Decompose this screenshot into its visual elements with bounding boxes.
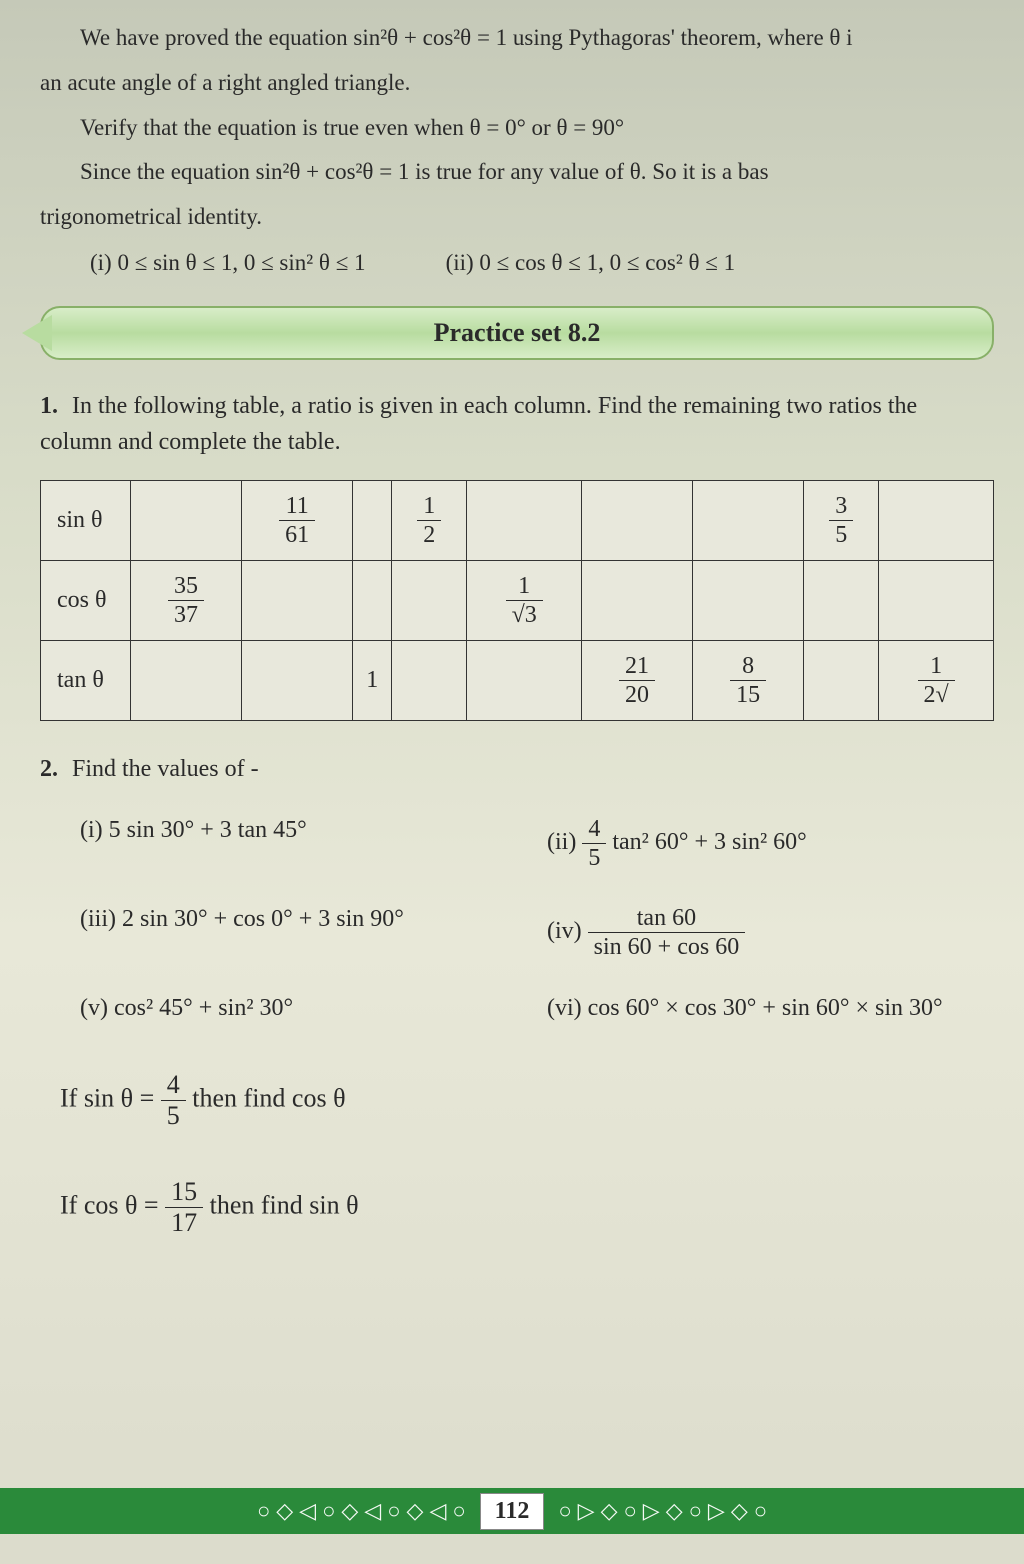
q2-part: (i) 5 sin 30° + 3 tan 45° [80, 817, 527, 870]
table-cell [693, 480, 804, 560]
table-cell [804, 640, 879, 720]
q2-part: (ii) 45 tan² 60° + 3 sin² 60° [547, 817, 994, 870]
table-cell: 35 [804, 480, 879, 560]
footer-shape: ○ [754, 1498, 767, 1524]
row-label: sin θ [41, 480, 131, 560]
footer-shape: ◁ [299, 1498, 316, 1524]
q3-text-a: If sin θ = [60, 1083, 161, 1112]
page-number: 112 [480, 1493, 545, 1530]
inequality-1: (i) 0 ≤ sin θ ≤ 1, 0 ≤ sin² θ ≤ 1 [90, 250, 366, 276]
intro-p1: We have proved the equation sin²θ + cos²… [80, 25, 853, 50]
intro-p3b: trigonometrical identity. [40, 204, 262, 229]
table-cell [581, 480, 692, 560]
q3-frac: 45 [161, 1072, 186, 1129]
table-cell [242, 560, 353, 640]
footer-shape: ○ [452, 1498, 465, 1524]
footer-shape: ◇ [276, 1498, 293, 1524]
footer-shape: ◇ [341, 1498, 358, 1524]
footer-shape: ○ [322, 1498, 335, 1524]
intro-p3: Since the equation sin²θ + cos²θ = 1 is … [80, 159, 769, 184]
table-cell [879, 560, 994, 640]
footer-shape: ○ [623, 1498, 636, 1524]
q2-text: Find the values of - [72, 756, 259, 782]
footer-shape: ▷ [708, 1498, 725, 1524]
table-cell [131, 640, 242, 720]
footer-shape: ▷ [578, 1498, 595, 1524]
table-cell [242, 640, 353, 720]
row-label: tan θ [41, 640, 131, 720]
footer-band: ○◇◁○◇◁○◇◁○112○▷◇○▷◇○▷◇○ [0, 1488, 1024, 1534]
intro-p2: Verify that the equation is true even wh… [80, 115, 624, 140]
trig-table: sin θ 1161 12 35 cos θ3537 1√3 tan θ 1 2120815 12… [40, 480, 994, 721]
question-1: 1.In the following table, a ratio is giv… [40, 388, 994, 460]
table-cell: 3537 [131, 560, 242, 640]
table-cell [392, 560, 467, 640]
q4-frac: 1517 [165, 1179, 203, 1236]
footer-shape: ◁ [364, 1498, 381, 1524]
q2-parts-grid: (i) 5 sin 30° + 3 tan 45° (ii) 45 tan² 60… [80, 817, 994, 1022]
table-cell: 12 [392, 480, 467, 560]
footer-shape: ◇ [601, 1498, 618, 1524]
row-label: cos θ [41, 560, 131, 640]
footer-shape: ◇ [731, 1498, 748, 1524]
q2-part: (v) cos² 45° + sin² 30° [80, 995, 527, 1022]
table-cell [804, 560, 879, 640]
question-4: If cos θ = 1517 then find sin θ [60, 1179, 994, 1236]
banner-label: Practice set 8.2 [434, 318, 601, 347]
table-cell [467, 640, 582, 720]
intro-text: We have proved the equation sin²θ + cos²… [40, 20, 994, 276]
footer-shape: ○ [689, 1498, 702, 1524]
table-cell [467, 480, 582, 560]
q1-number: 1. [40, 393, 58, 419]
inequality-2: (ii) 0 ≤ cos θ ≤ 1, 0 ≤ cos² θ ≤ 1 [446, 250, 736, 276]
q2-number: 2. [40, 756, 58, 782]
table-cell: 1√3 [467, 560, 582, 640]
table-cell: 2120 [581, 640, 692, 720]
practice-set-banner: Practice set 8.2 [40, 306, 994, 360]
footer-shape: ○ [558, 1498, 571, 1524]
table-cell [879, 480, 994, 560]
table-cell [693, 560, 804, 640]
table-cell: 815 [693, 640, 804, 720]
question-3: If sin θ = 45 then find cos θ [60, 1072, 994, 1129]
footer-shape: ◁ [429, 1498, 446, 1524]
intro-p1b: an acute angle of a right angled triangl… [40, 70, 410, 95]
table-cell [353, 560, 392, 640]
table-cell [131, 480, 242, 560]
table-cell [392, 640, 467, 720]
q3-text-b: then find cos θ [186, 1083, 346, 1112]
table-cell: 1 [353, 640, 392, 720]
footer-shape: ○ [387, 1498, 400, 1524]
table-cell: 12√ [879, 640, 994, 720]
q2-part: (vi) cos 60° × cos 30° + sin 60° × sin 3… [547, 995, 994, 1022]
q2-part: (iii) 2 sin 30° + cos 0° + 3 sin 90° [80, 906, 527, 959]
q4-text-b: then find sin θ [203, 1190, 358, 1219]
q4-text-a: If cos θ = [60, 1190, 165, 1219]
question-2: 2. Find the values of - [40, 751, 994, 787]
footer-shape: ○ [257, 1498, 270, 1524]
footer-shape: ◇ [407, 1498, 424, 1524]
table-cell [581, 560, 692, 640]
q1-text: In the following table, a ratio is given… [40, 393, 917, 455]
footer-shape: ▷ [643, 1498, 660, 1524]
table-cell: 1161 [242, 480, 353, 560]
q2-part: (iv) tan 60sin 60 + cos 60 [547, 906, 994, 959]
footer-shape: ◇ [666, 1498, 683, 1524]
table-cell [353, 480, 392, 560]
